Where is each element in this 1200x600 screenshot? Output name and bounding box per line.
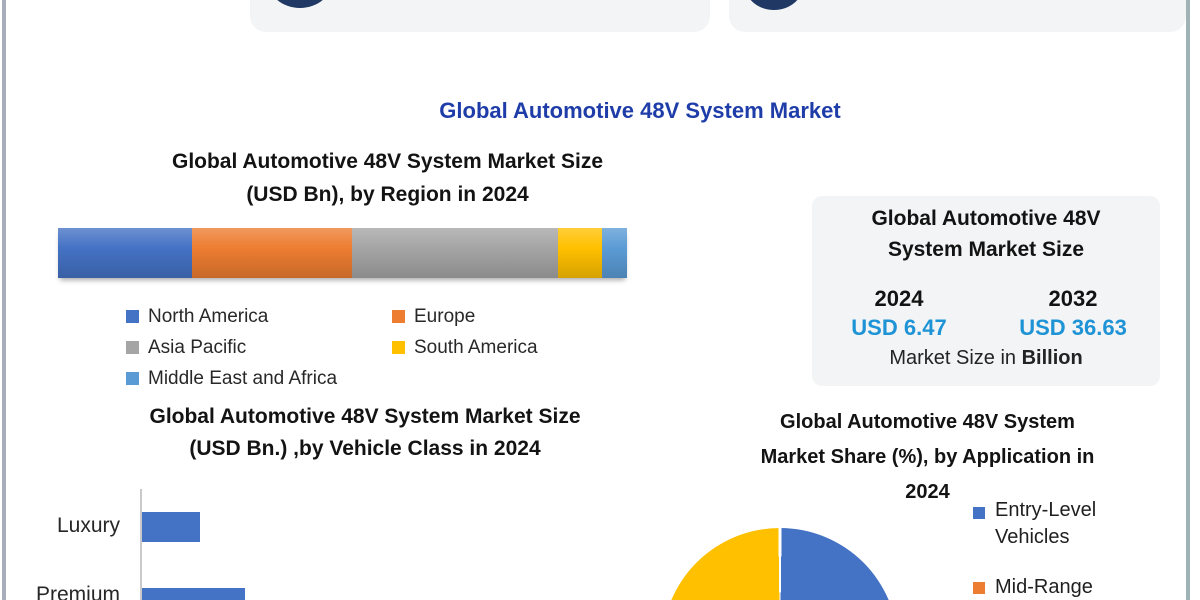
region-stacked-bar [58, 228, 627, 278]
year-end: 2032 [1048, 286, 1098, 311]
vehicle-chart-title-line1: Global Automotive 48V System Market Size [149, 405, 581, 428]
legend-swatch-middle-east-and-africa [126, 372, 139, 385]
market-size-footnote: Market Size in Billion [812, 347, 1160, 370]
legend-label-entry-level: Entry-Level Vehicles [995, 497, 1096, 551]
market-size-box-title-line1: Global Automotive 48V [871, 207, 1101, 230]
year-start: 2024 [874, 286, 924, 311]
bar-segment-north-america [58, 228, 193, 278]
region-legend-item: Asia Pacific [126, 332, 392, 363]
region-legend-item: Middle East and Africa [126, 363, 392, 394]
region-chart-title: Global Automotive 48V System Market Size… [95, 145, 680, 211]
vehicle-chart-title-line2: (USD Bn.) ,by Vehicle Class in 2024 [189, 437, 541, 460]
market-value-end: USD 36.63 [1019, 315, 1127, 340]
market-size-box: Global Automotive 48V System Market Size… [812, 196, 1160, 386]
application-chart-title: Global Automotive 48V System Market Shar… [690, 405, 1165, 510]
vehicle-chart-axis [140, 489, 142, 600]
region-legend-label: Middle East and Africa [148, 367, 338, 389]
region-legend-label: Europe [414, 305, 476, 327]
region-legend-item: North America [126, 301, 392, 332]
page-border-right [1186, 0, 1190, 600]
legend-label-entry-level-line1: Entry-Level [995, 499, 1097, 521]
top-banner-box-left [250, 0, 710, 32]
bar-segment-middle-east-and-africa [601, 228, 627, 278]
page-title: Global Automotive 48V System Market [439, 98, 841, 123]
region-legend-label: Asia Pacific [148, 336, 247, 358]
region-legend-item: South America [392, 332, 666, 363]
legend-label-entry-level-line2: Vehicles [995, 526, 1070, 548]
vehicle-chart-title: Global Automotive 48V System Market Size… [70, 401, 660, 465]
page-border-left [2, 0, 6, 600]
bar-segment-europe [192, 228, 353, 278]
footnote-prefix: Market Size in [889, 347, 1022, 369]
region-chart-title-line1: Global Automotive 48V System Market Size [171, 150, 604, 173]
region-chart-title-line2: (USD Bn), by Region in 2024 [246, 183, 529, 206]
legend-swatch-entry-level [973, 507, 985, 519]
legend-swatch-south-america [392, 341, 405, 354]
vehicle-category-label-luxury: Luxury [56, 514, 120, 537]
region-legend: North America Europe Asia Pacific South Ame… [126, 301, 666, 394]
application-chart-title-line2: Market Share (%), by Application in [760, 446, 1095, 468]
application-chart-title-line1: Global Automotive 48V System [780, 411, 1075, 433]
decorative-circle-icon [267, 0, 333, 8]
bar-segment-south-america [558, 228, 602, 278]
decorative-circle-icon [744, 0, 804, 10]
bar-segment-asia-pacific [352, 228, 559, 278]
market-size-box-title: Global Automotive 48V System Market Size [812, 203, 1160, 265]
legend-swatch-mid-range [973, 582, 985, 594]
vehicle-category-label-premium: Premium [35, 583, 120, 600]
legend-label-mid-range-line1: Mid-Range [995, 576, 1093, 598]
region-legend-item: Europe [392, 301, 666, 332]
market-size-box-title-line2: System Market Size [887, 238, 1085, 261]
application-pie-chart [662, 528, 898, 600]
region-legend-label: North America [148, 305, 269, 327]
market-value-start: USD 6.47 [851, 315, 947, 340]
footnote-bold: Billion [1021, 347, 1083, 369]
legend-swatch-asia-pacific [126, 341, 139, 354]
legend-swatch-europe [392, 310, 405, 323]
vehicle-bar-premium [142, 588, 245, 600]
application-chart-title-line3: 2024 [905, 481, 950, 503]
vehicle-bar-luxury [142, 512, 200, 542]
top-banner-box-right: 24.2% during 2025-2032 [729, 0, 1186, 32]
region-legend-label: South America [414, 336, 538, 358]
legend-label-mid-range: Mid-Range [995, 574, 1093, 600]
legend-swatch-north-america [126, 310, 139, 323]
